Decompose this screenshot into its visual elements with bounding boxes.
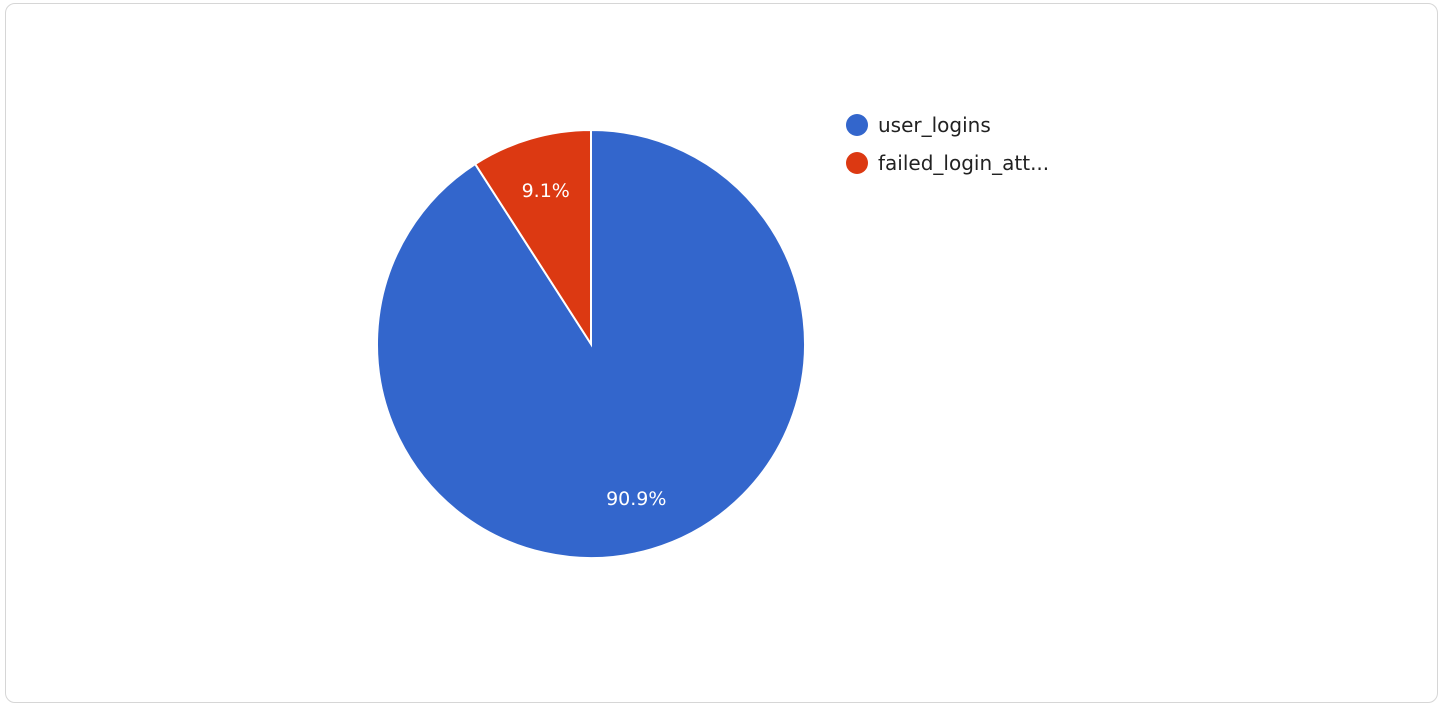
pie-slice-labels: 90.9% 9.1% (522, 180, 667, 510)
legend-swatch-1 (846, 152, 868, 174)
legend-swatch-0 (846, 114, 868, 136)
legend-label-1: failed_login_att... (878, 151, 1049, 175)
legend-label-0: user_logins (878, 113, 991, 137)
chart-legend: user_logins failed_login_att... (846, 113, 1049, 175)
pie-slices (376, 128, 806, 559)
slice-label-failed-login-attempts: 9.1% (522, 180, 570, 202)
legend-item-0[interactable]: user_logins (846, 113, 991, 137)
pie-slice-failed-login-attempts[interactable] (473, 128, 592, 348)
slice-label-user-logins: 90.9% (606, 488, 666, 510)
legend-item-1[interactable]: failed_login_att... (846, 151, 1049, 175)
